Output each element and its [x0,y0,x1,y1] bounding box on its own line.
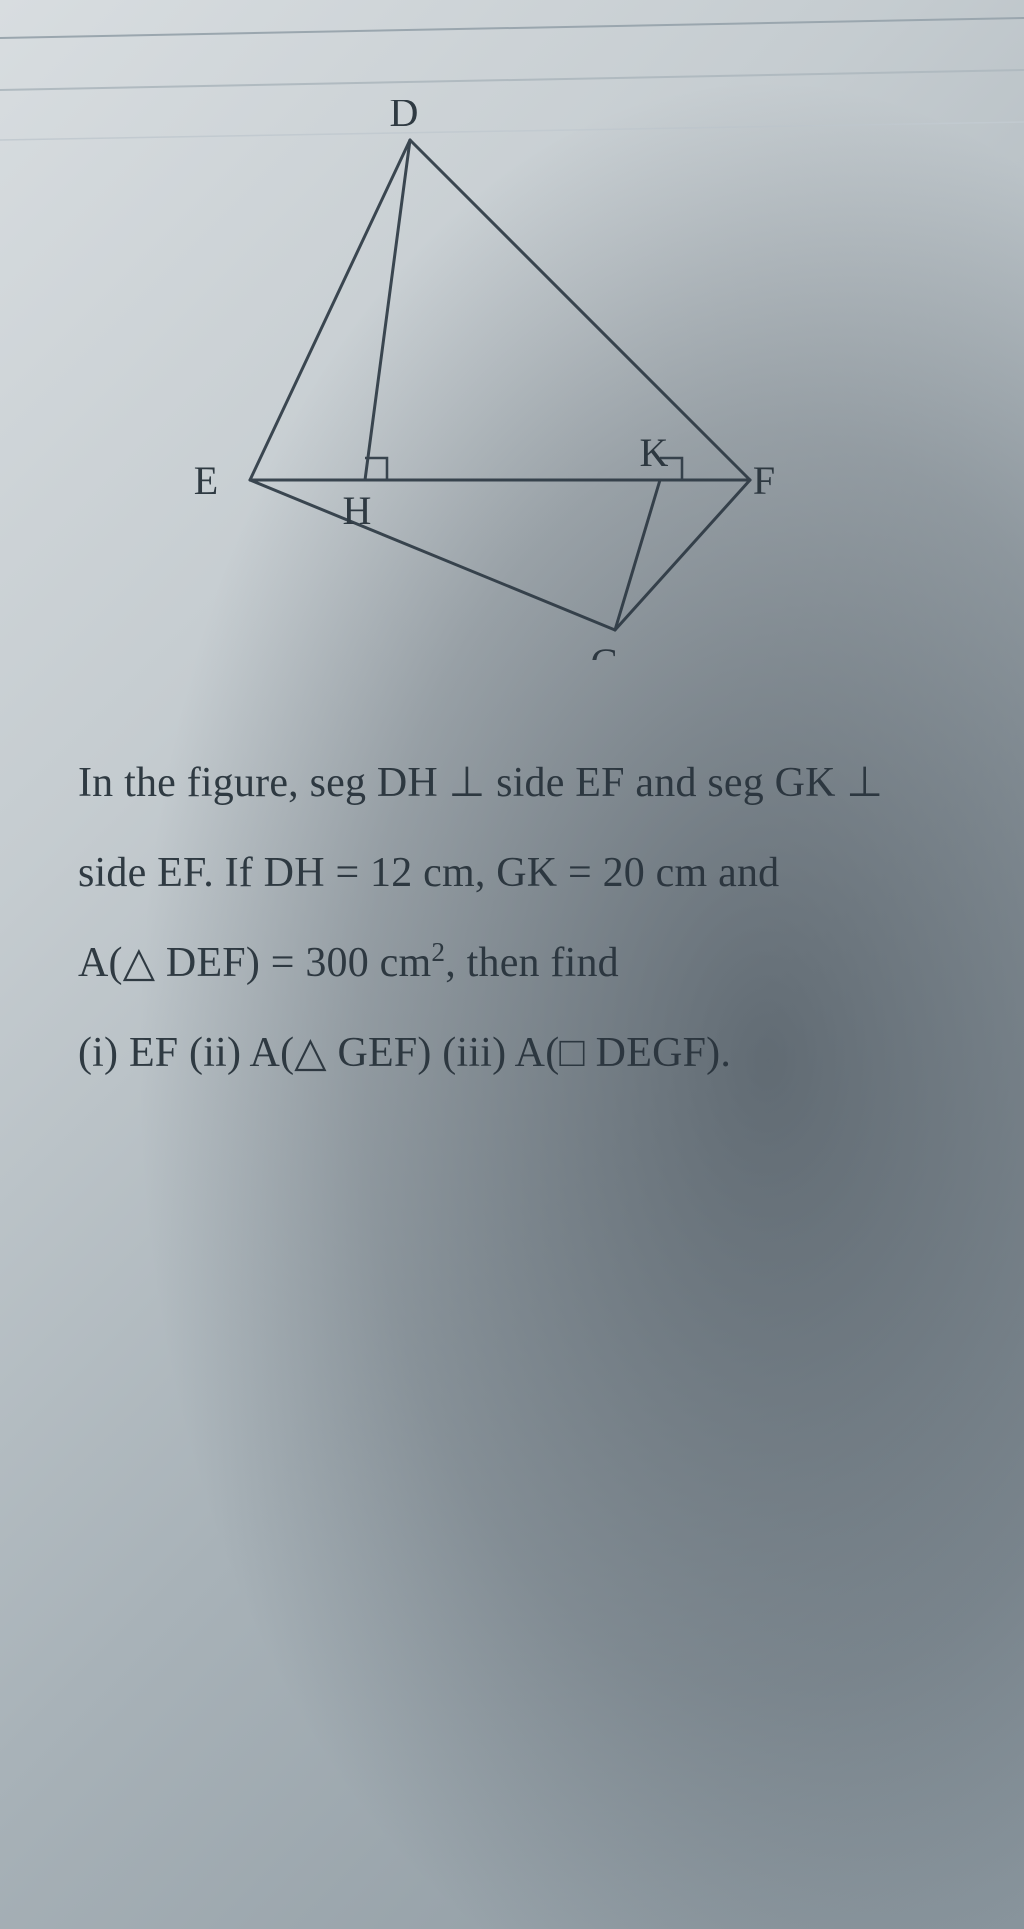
svg-text:F: F [753,458,775,503]
problem-line-1: In the figure, seg DH ⊥ side EF and seg … [78,740,960,826]
problem-line-4: (i) EF (ii) A(△ GEF) (iii) A(□ DEGF). [78,1010,960,1096]
text-fragment: side EF. If DH = 12 cm, GK = 20 cm and [78,850,779,896]
text-fragment: A( [78,940,123,986]
square-symbol: □ [559,1030,585,1076]
problem-line-3: A(△ DEF) = 300 cm2, then find [78,920,960,1006]
problem-line-2: side EF. If DH = 12 cm, GK = 20 cm and [78,830,960,916]
svg-text:K: K [640,430,669,475]
triangle-symbol: △ [123,940,156,986]
svg-text:G: G [591,640,620,660]
svg-text:H: H [343,488,372,533]
superscript: 2 [431,937,445,967]
text-fragment: (i) EF (ii) A( [78,1030,294,1076]
text-fragment: DEGF). [585,1030,731,1076]
perp-symbol: ⊥ [449,760,486,806]
text-fragment: GEF) (iii) A( [327,1030,560,1076]
text-fragment: side EF and seg GK [485,760,846,806]
text-fragment: DEF) = 300 cm [155,940,431,986]
svg-text:D: D [390,100,419,135]
perp-symbol: ⊥ [846,760,883,806]
triangle-symbol: △ [294,1030,327,1076]
figure-container: D E F G H K [30,100,990,660]
geometry-figure: D E F G H K [190,100,830,660]
svg-text:E: E [194,458,218,503]
text-fragment: , then find [445,940,619,986]
problem-text: In the figure, seg DH ⊥ side EF and seg … [30,740,990,1096]
text-fragment: In the figure, seg DH [78,760,449,806]
page-content: D E F G H K In the figure, seg DH ⊥ side EF a… [30,40,990,1100]
